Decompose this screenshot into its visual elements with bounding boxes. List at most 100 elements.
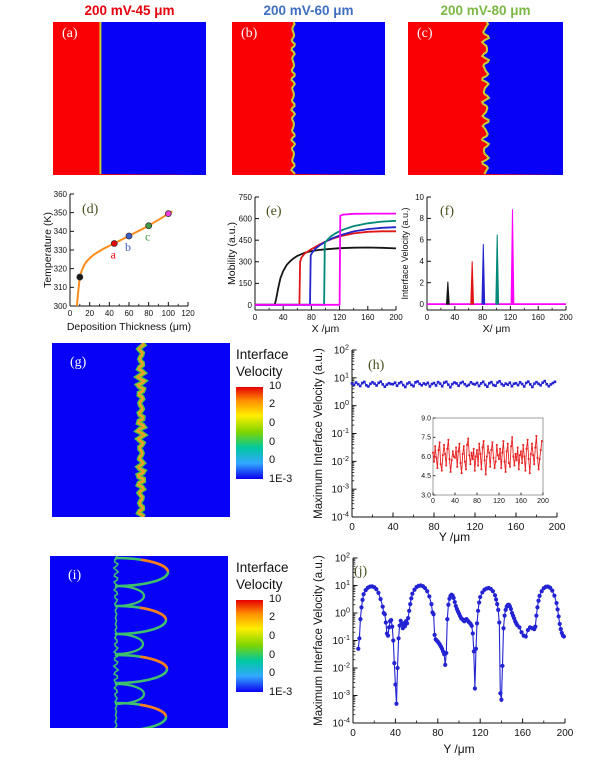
panel-g-label: (g) — [70, 355, 87, 370]
svg-text:101: 101 — [335, 578, 350, 592]
svg-text:120: 120 — [493, 498, 505, 505]
svg-text:10-3: 10-3 — [332, 688, 350, 702]
panel-c-image — [408, 22, 563, 175]
panel-h-label: (h) — [368, 358, 385, 373]
svg-text:102: 102 — [335, 552, 350, 565]
svg-text:c: c — [145, 230, 150, 244]
svg-text:0: 0 — [253, 313, 258, 322]
chart-max-interface-velocity-g: 0 40 80 120 160 200 102 101 100 10-1 10-2 10-3 10-4 Y… — [313, 343, 566, 545]
colorbar-label: 1E-3 — [269, 472, 293, 485]
svg-text:160: 160 — [515, 498, 527, 505]
svg-text:340: 340 — [54, 227, 68, 236]
svg-text:101: 101 — [334, 370, 349, 384]
colorbar-g-labels: 10 2 0 0 0 1E-3 — [269, 379, 293, 485]
svg-text:6: 6 — [420, 236, 425, 245]
svg-text:0: 0 — [350, 728, 356, 739]
panel-b-title: 200 mV-60 μm — [263, 3, 354, 18]
svg-text:10-1: 10-1 — [332, 633, 350, 647]
svg-text:160: 160 — [508, 522, 525, 533]
svg-text:Interface Velocity (a.u.): Interface Velocity (a.u.) — [400, 207, 410, 299]
panel-a-image — [53, 22, 206, 175]
svg-text:10: 10 — [415, 193, 424, 202]
colorbar-title-line1: Interface — [236, 347, 289, 362]
svg-text:0: 0 — [425, 313, 430, 322]
svg-text:100: 100 — [335, 606, 350, 620]
svg-text:80: 80 — [478, 313, 487, 322]
svg-text:10-4: 10-4 — [331, 510, 349, 524]
svg-text:200: 200 — [559, 313, 573, 322]
svg-text:0: 0 — [420, 300, 425, 309]
svg-text:120: 120 — [472, 728, 489, 739]
svg-text:80: 80 — [473, 498, 481, 505]
svg-text:40: 40 — [450, 313, 459, 322]
svg-text:80: 80 — [307, 313, 316, 322]
colorbar-label: 10 — [269, 379, 282, 392]
panel-e-label: (e) — [266, 204, 282, 219]
svg-text:40: 40 — [390, 728, 402, 739]
panel-b-label: (b) — [241, 26, 258, 41]
svg-text:120: 120 — [467, 522, 484, 533]
svg-text:100: 100 — [334, 398, 349, 412]
colorbar-label: 0 — [269, 435, 276, 448]
svg-text:Maximum Interface Velocity (a.: Maximum Interface Velocity (a.u.) — [313, 555, 325, 726]
panel-d-label: (d) — [82, 202, 99, 217]
svg-text:102: 102 — [334, 343, 349, 357]
svg-text:40: 40 — [387, 522, 399, 533]
svg-text:2: 2 — [420, 278, 425, 287]
svg-text:8: 8 — [420, 214, 425, 223]
svg-text:10-4: 10-4 — [332, 716, 350, 730]
svg-text:3.0: 3.0 — [421, 492, 431, 499]
colorbar-label: 0 — [269, 648, 276, 661]
svg-text:160: 160 — [532, 313, 546, 322]
svg-text:80: 80 — [432, 728, 444, 739]
colorbar-title-line2: Velocity — [236, 576, 283, 592]
svg-text:120: 120 — [504, 313, 518, 322]
svg-text:b: b — [125, 240, 131, 254]
svg-text:4: 4 — [420, 257, 425, 266]
colorbar-i: Interface Velocity 10 2 0 0 0 1E-3 — [236, 560, 328, 697]
chart-temperature-vs-thickness: 0 20 40 60 80 100 120 300 310 320 330 340 350 360 Depo… — [42, 190, 195, 333]
svg-text:Maximum Interface Velocity (a.: Maximum Interface Velocity (a.u.) — [313, 348, 325, 519]
colorbar-label: 0 — [269, 454, 276, 467]
svg-text:6.0: 6.0 — [421, 454, 431, 461]
colorbar-label: 1E-3 — [269, 685, 293, 698]
svg-text:40: 40 — [279, 313, 288, 322]
svg-text:40: 40 — [451, 498, 459, 505]
svg-text:160: 160 — [361, 313, 375, 322]
svg-text:60: 60 — [125, 309, 134, 318]
colorbar-label: 2 — [269, 611, 276, 624]
svg-text:330: 330 — [54, 246, 68, 255]
svg-text:20: 20 — [85, 309, 94, 318]
colorbar-i-title: Interface Velocity — [236, 560, 328, 594]
chart-max-interface-velocity-i: 0 40 80 120 160 200 102 101 100 10-1 10-2 10-3 10-4 Y… — [313, 552, 574, 756]
svg-text:450: 450 — [239, 236, 253, 245]
svg-text:300: 300 — [54, 302, 68, 311]
svg-text:80: 80 — [144, 309, 153, 318]
svg-text:10-1: 10-1 — [331, 426, 349, 440]
svg-text:Y /μm: Y /μm — [439, 530, 470, 544]
svg-text:0: 0 — [349, 522, 355, 533]
svg-text:0: 0 — [248, 301, 253, 310]
panel-f-label: (f) — [440, 204, 454, 219]
svg-text:80: 80 — [428, 522, 440, 533]
svg-text:160: 160 — [514, 728, 531, 739]
svg-text:150: 150 — [239, 279, 253, 288]
colorbar-label: 10 — [269, 592, 282, 605]
svg-text:Y /μm: Y /μm — [443, 742, 474, 756]
svg-text:120: 120 — [181, 309, 195, 318]
svg-text:a: a — [111, 247, 117, 261]
svg-text:100: 100 — [162, 309, 176, 318]
svg-text:Temperature (K): Temperature (K) — [42, 212, 54, 288]
svg-text:600: 600 — [239, 214, 253, 223]
svg-text:360: 360 — [54, 190, 68, 199]
svg-text:200: 200 — [537, 498, 549, 505]
svg-text:10-2: 10-2 — [332, 661, 350, 675]
colorbar-label: 0 — [269, 416, 276, 429]
colorbar-g-title: Interface Velocity — [236, 347, 328, 381]
colorbar-g: Interface Velocity 10 2 0 0 0 1E-3 — [236, 347, 328, 484]
svg-text:10-2: 10-2 — [331, 454, 349, 468]
svg-text:120: 120 — [333, 313, 347, 322]
colorbar-label: 0 — [269, 667, 276, 680]
panel-c-label: (c) — [417, 26, 433, 41]
